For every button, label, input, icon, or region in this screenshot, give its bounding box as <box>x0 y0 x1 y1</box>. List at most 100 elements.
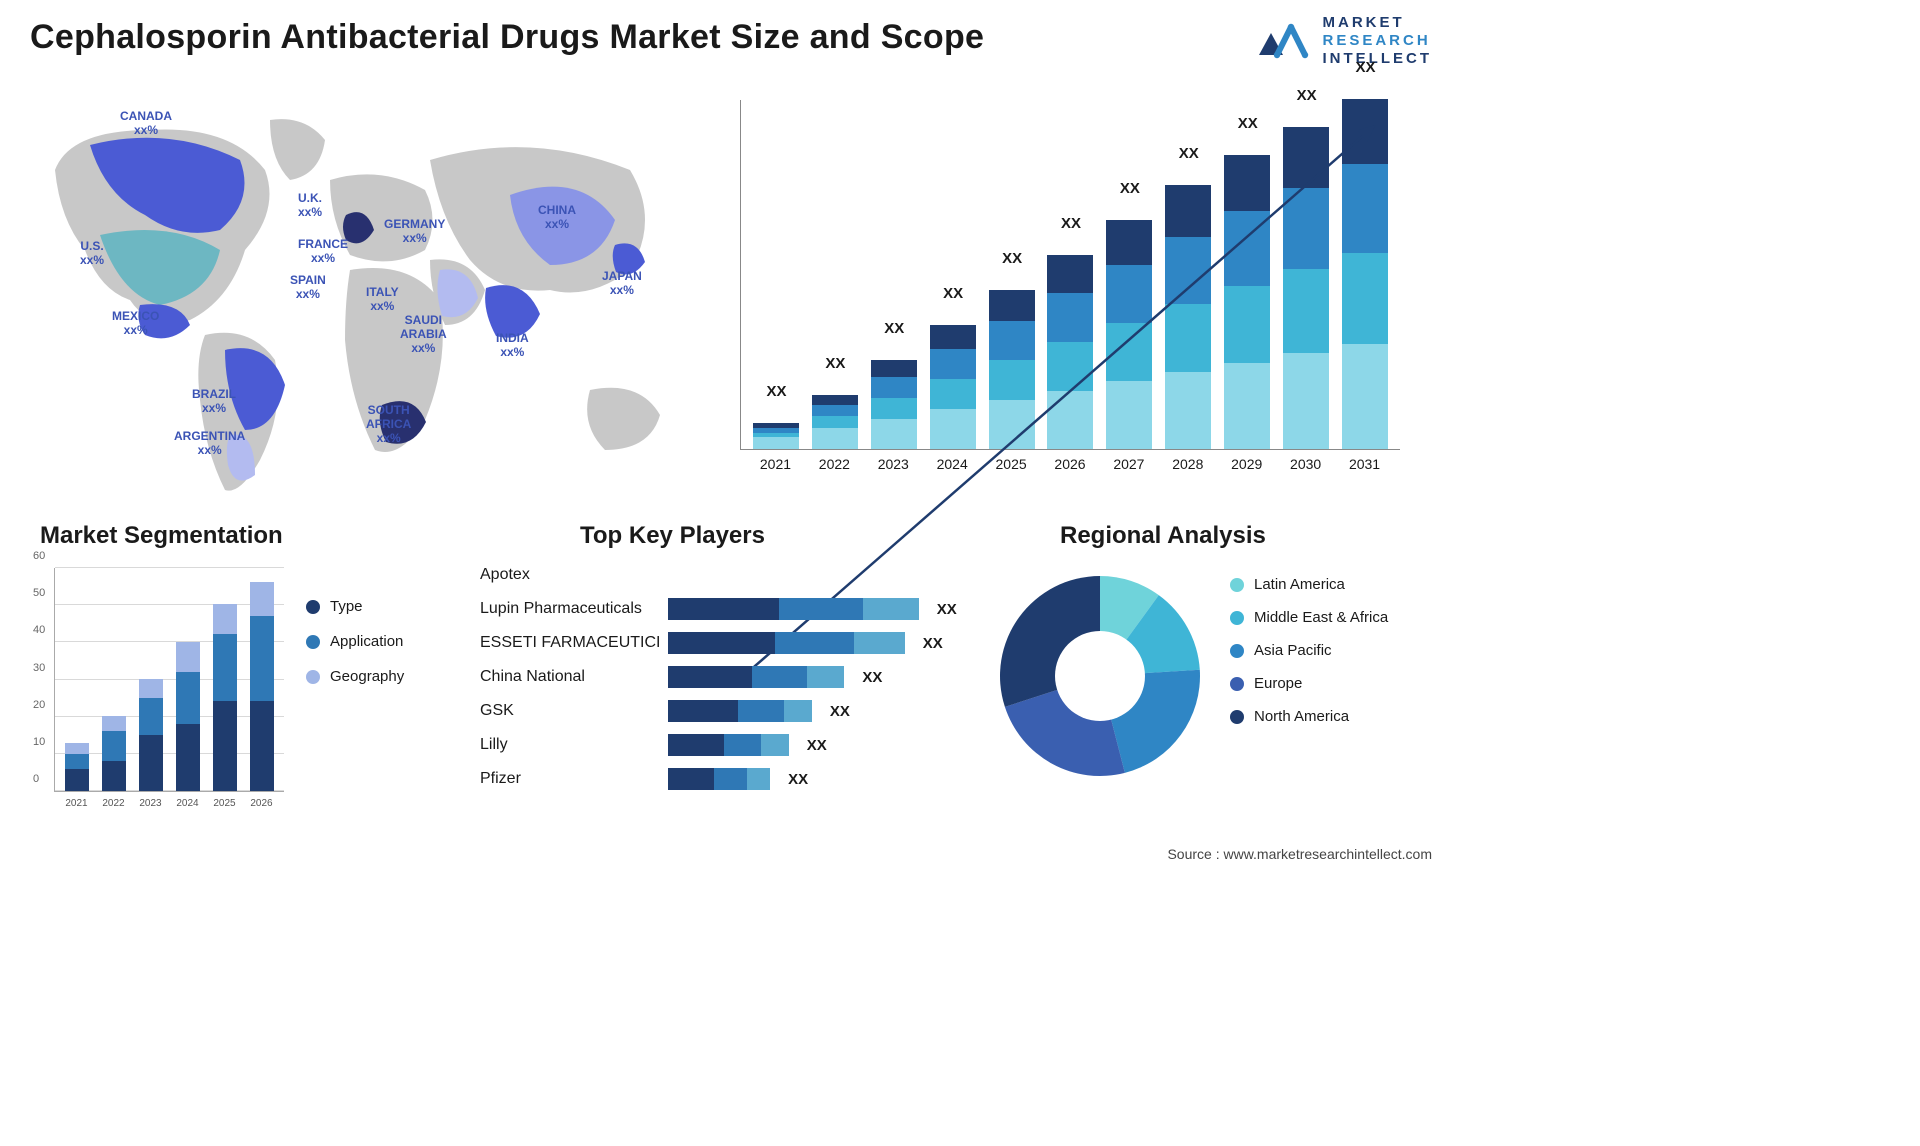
segmentation-xtick: 2025 <box>213 794 237 818</box>
forecast-xtick: 2021 <box>752 450 798 480</box>
segmentation-ytick: 60 <box>33 550 45 562</box>
legend-label: Type <box>330 598 363 615</box>
segmentation-bar-segment <box>213 604 237 634</box>
forecast-bar-segment <box>871 419 917 449</box>
player-bar-segment <box>807 666 844 688</box>
player-value: XX <box>923 635 943 652</box>
forecast-bar-segment <box>989 290 1035 320</box>
forecast-bar-segment <box>1165 304 1211 372</box>
forecast-bar <box>1106 220 1152 449</box>
segmentation-bar-segment <box>139 679 163 698</box>
forecast-bar-value: XX <box>1238 115 1258 132</box>
segmentation-bar-segment <box>250 616 274 702</box>
forecast-bar-segment <box>1342 99 1388 164</box>
forecast-xtick: 2022 <box>811 450 857 480</box>
player-bar-segment <box>668 734 724 756</box>
legend-swatch-icon <box>1230 710 1244 724</box>
player-bar <box>668 700 812 722</box>
forecast-bar <box>930 325 976 449</box>
forecast-bar-segment <box>1283 127 1329 188</box>
page-title: Cephalosporin Antibacterial Drugs Market… <box>30 18 984 57</box>
forecast-bar-segment <box>1047 391 1093 449</box>
forecast-bar-segment <box>930 379 976 409</box>
donut-legend-item: Europe <box>1230 675 1388 692</box>
segmentation-bar-segment <box>139 698 163 735</box>
segmentation-xtick: 2026 <box>250 794 274 818</box>
legend-label: Application <box>330 633 403 650</box>
forecast-bar-segment <box>812 416 858 428</box>
donut-legend-item: Latin America <box>1230 576 1388 593</box>
map-label: CANADAxx% <box>120 110 172 138</box>
player-value: XX <box>788 771 808 788</box>
forecast-bar <box>871 360 917 449</box>
forecast-bar-segment <box>1342 164 1388 253</box>
segmentation-xtick: 2022 <box>102 794 126 818</box>
forecast-xtick: 2027 <box>1106 450 1152 480</box>
segmentation-bar-segment <box>65 769 89 791</box>
forecast-bar-value: XX <box>825 355 845 372</box>
forecast-bar-segment <box>871 377 917 398</box>
forecast-bar-segment <box>1047 342 1093 391</box>
map-label: CHINAxx% <box>538 204 576 232</box>
forecast-xtick: 2026 <box>1047 450 1093 480</box>
world-map-svg <box>30 100 670 500</box>
map-label: SOUTHAFRICAxx% <box>366 404 411 445</box>
segmentation-ytick: 30 <box>33 662 45 674</box>
map-label: U.S.xx% <box>80 240 104 268</box>
forecast-bar-segment <box>871 360 917 376</box>
player-label: Apotex <box>480 566 660 584</box>
legend-swatch-icon <box>1230 677 1244 691</box>
map-label: GERMANYxx% <box>384 218 445 246</box>
segmentation-bar-segment <box>102 761 126 791</box>
segmentation-plot-area: 0102030405060 <box>54 568 284 792</box>
player-row: GSKXX <box>480 694 960 728</box>
segmentation-bar-segment <box>250 701 274 791</box>
forecast-bar-segment <box>930 349 976 379</box>
segmentation-bar-segment <box>213 634 237 701</box>
player-bar-segment <box>668 598 779 620</box>
segmentation-bar-segment <box>213 701 237 791</box>
player-bar-segment <box>854 632 905 654</box>
forecast-bar <box>1165 185 1211 449</box>
player-bar-segment <box>775 632 854 654</box>
forecast-bar-value: XX <box>884 320 904 337</box>
forecast-bar-segment <box>1106 220 1152 264</box>
segmentation-ytick: 50 <box>33 587 45 599</box>
legend-label: North America <box>1254 708 1349 725</box>
segmentation-bar <box>65 743 89 792</box>
legend-swatch-icon <box>306 670 320 684</box>
player-bar-segment <box>752 666 808 688</box>
forecast-bar-segment <box>1165 372 1211 449</box>
player-label: Lupin Pharmaceuticals <box>480 600 660 618</box>
segmentation-xtick: 2021 <box>65 794 89 818</box>
segmentation-bar-segment <box>102 716 126 731</box>
map-label: FRANCExx% <box>298 238 348 266</box>
segmentation-bar-segment <box>139 735 163 791</box>
donut-legend-item: Asia Pacific <box>1230 642 1388 659</box>
player-bar <box>668 734 789 756</box>
segmentation-legend-item: Application <box>306 633 404 650</box>
forecast-bar-value: XX <box>766 383 786 400</box>
forecast-plot-area: XXXXXXXXXXXXXXXXXXXXXX <box>740 100 1400 450</box>
forecast-bar-segment <box>1165 185 1211 236</box>
player-value: XX <box>807 737 827 754</box>
donut-legend: Latin America Middle East & Africa Asia Pa… <box>1230 576 1388 725</box>
segmentation-legend-item: Type <box>306 598 404 615</box>
forecast-chart: XXXXXXXXXXXXXXXXXXXXXX 20212022202320242… <box>740 100 1400 480</box>
forecast-xtick: 2031 <box>1342 450 1388 480</box>
forecast-bar-value: XX <box>943 285 963 302</box>
forecast-bar-value: XX <box>1002 250 1022 267</box>
forecast-xtick: 2030 <box>1283 450 1329 480</box>
player-label: ESSETI FARMACEUTICI <box>480 634 660 652</box>
forecast-xtick: 2028 <box>1165 450 1211 480</box>
player-row: LillyXX <box>480 728 960 762</box>
donut-legend-item: Middle East & Africa <box>1230 609 1388 626</box>
regional-chart: Latin America Middle East & Africa Asia Pa… <box>990 558 1430 818</box>
logo-text: MARKET RESEARCH INTELLECT <box>1323 14 1433 68</box>
player-bar-segment <box>779 598 863 620</box>
players-heading: Top Key Players <box>580 522 765 550</box>
segmentation-bar <box>139 679 163 791</box>
segmentation-bar-segment <box>250 582 274 616</box>
donut-wrap <box>990 566 1210 786</box>
player-value: XX <box>862 669 882 686</box>
